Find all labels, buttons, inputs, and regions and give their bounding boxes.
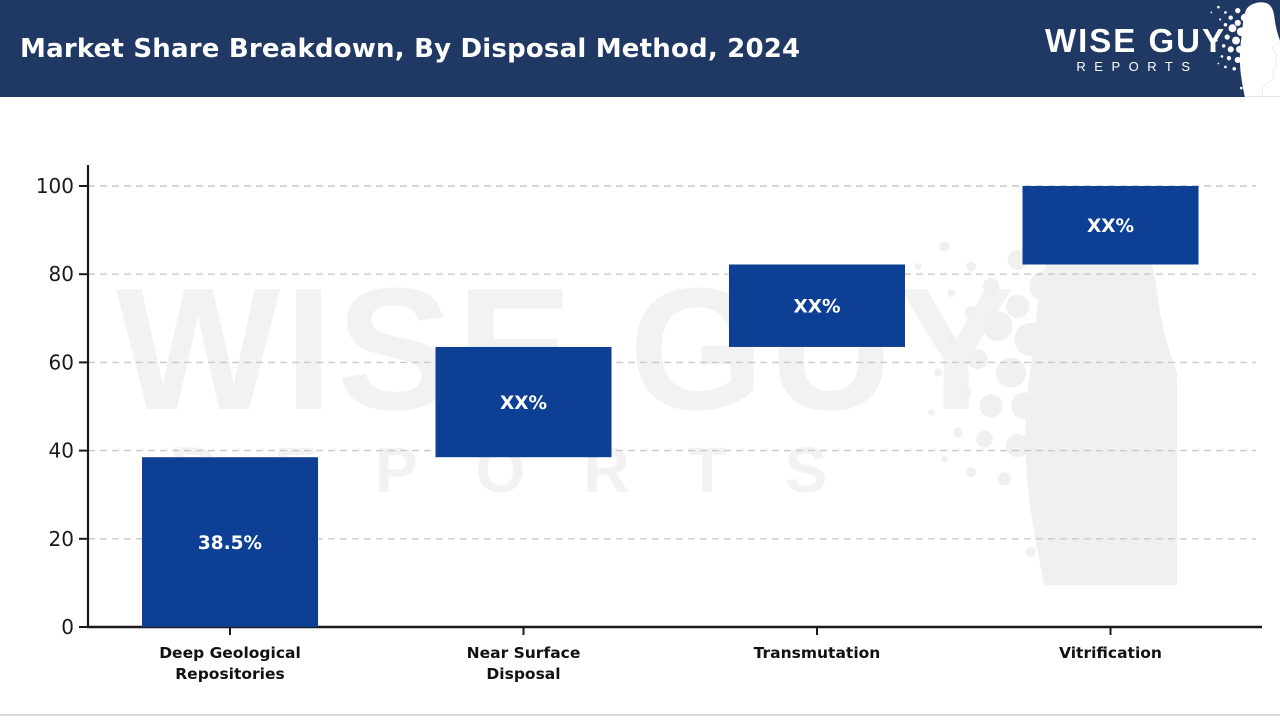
header: Market Share Breakdown, By Disposal Meth…	[0, 0, 1280, 97]
bar	[729, 264, 905, 347]
brand-logo: WISE GUY REPORTS	[1045, 0, 1280, 97]
page-title: Market Share Breakdown, By Disposal Meth…	[20, 33, 801, 64]
bar-value-label: 38.5%	[198, 533, 262, 554]
x-tick-label: Transmutation	[754, 644, 881, 662]
bar	[142, 457, 318, 627]
y-tick-label: 20	[49, 527, 74, 551]
y-tick-label: 100	[36, 174, 74, 198]
bar	[435, 346, 612, 458]
x-tick-label: Vitrification	[1059, 644, 1162, 662]
y-tick-label: 80	[49, 262, 74, 286]
bottom-divider	[0, 714, 1280, 716]
y-tick-label: 0	[61, 615, 74, 639]
y-tick-label: 40	[49, 439, 74, 463]
bar-value-label: XX%	[500, 393, 547, 414]
bar-value-label: XX%	[1087, 216, 1134, 237]
brand-logo-name: WISE GUY	[1044, 22, 1226, 59]
y-tick-label: 60	[49, 350, 74, 374]
brand-logo-text: WISE GUY REPORTS	[1045, 24, 1226, 73]
x-tick-label: Deep Geological Repositories	[159, 644, 301, 683]
waterfall-chart: 0 20 40 60 80 100 38.5% Deep Geological Reposito…	[36, 165, 1262, 683]
x-tick-label: Near Surface Disposal	[467, 644, 581, 683]
brand-logo-subtitle: REPORTS	[1076, 59, 1199, 74]
bar-value-label: XX%	[793, 297, 840, 318]
